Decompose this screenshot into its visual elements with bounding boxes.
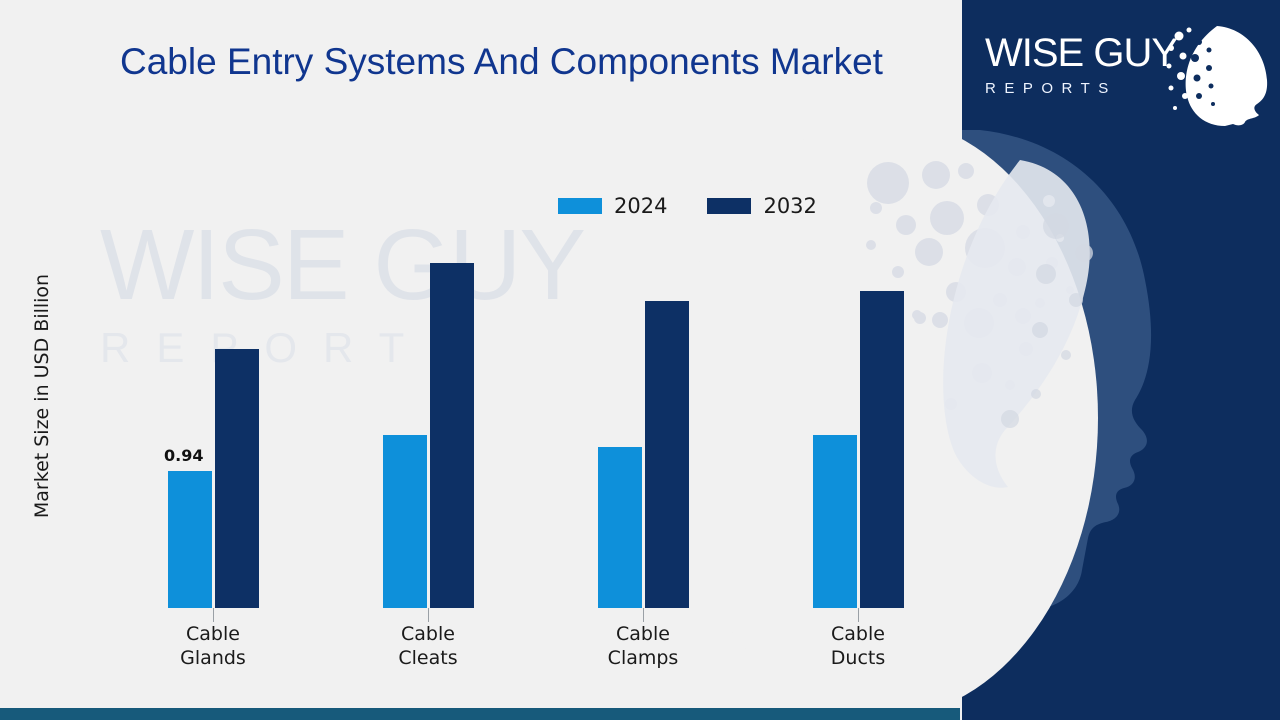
chart-legend: 2024 2032 — [558, 194, 817, 218]
bar-2032-cable-glands[interactable] — [215, 349, 259, 608]
bar-chart: WISE GUY REPORTS Market Size in USD Bill… — [31, 194, 920, 678]
x-axis-label-line: Glands — [180, 647, 246, 669]
bar-2032-cable-cleats[interactable] — [430, 263, 474, 608]
legend-item-2032[interactable]: 2032 — [707, 194, 817, 218]
x-axis-label-line: Cable — [186, 623, 240, 645]
bar-2032-cable-clamps[interactable] — [645, 301, 689, 608]
bar-2024-cable-cleats[interactable] — [383, 435, 427, 608]
legend-label-2032: 2032 — [763, 194, 817, 218]
bar-2024-cable-ducts[interactable] — [813, 435, 857, 608]
x-axis-label-line: Ducts — [830, 647, 886, 669]
x-axis-label-cable-cleats: Cable Cleats — [368, 622, 488, 670]
x-axis-label-line: Cable — [616, 623, 670, 645]
legend-swatch-2032 — [707, 198, 752, 214]
x-axis-label-line: Cleats — [398, 647, 458, 669]
bottom-accent-strip — [0, 708, 960, 720]
x-axis-label-line: Cable — [831, 623, 885, 645]
x-axis-label-cable-ducts: Cable Ducts — [798, 622, 918, 670]
x-axis-tick — [428, 608, 429, 622]
y-axis-label: Market Size in USD Billion — [31, 273, 53, 519]
bar-2032-cable-ducts[interactable] — [860, 291, 904, 608]
legend-swatch-2024 — [558, 198, 602, 214]
x-axis-tick — [858, 608, 859, 622]
logo-subtitle: REPORTS — [985, 80, 1117, 97]
x-axis-tick — [213, 608, 214, 622]
bar-value-label: 0.94 — [164, 446, 204, 466]
x-axis-label-cable-clamps: Cable Clamps — [583, 622, 703, 670]
brand-logo[interactable]: WISE GUY REPORTS — [985, 30, 1260, 125]
dotted-head-profile-logo-icon — [1166, 26, 1268, 126]
legend-label-2024: 2024 — [614, 194, 668, 218]
x-axis-tick — [643, 608, 644, 622]
bar-2024-cable-glands[interactable] — [168, 471, 212, 608]
x-axis-label-cable-glands: Cable Glands — [153, 622, 273, 670]
plot-area: 0.94 — [120, 230, 920, 608]
page-title: Cable Entry Systems And Components Marke… — [120, 41, 883, 82]
x-axis-label-line: Cable — [401, 623, 455, 645]
logo-wordmark: WISE GUY — [985, 31, 1178, 75]
legend-item-2024[interactable]: 2024 — [558, 194, 667, 218]
x-axis: Cable Glands Cable Cleats Cable Clamps Cable Du… — [120, 608, 920, 678]
x-axis-label-line: Clamps — [607, 647, 679, 669]
bar-2024-cable-clamps[interactable] — [598, 446, 642, 608]
